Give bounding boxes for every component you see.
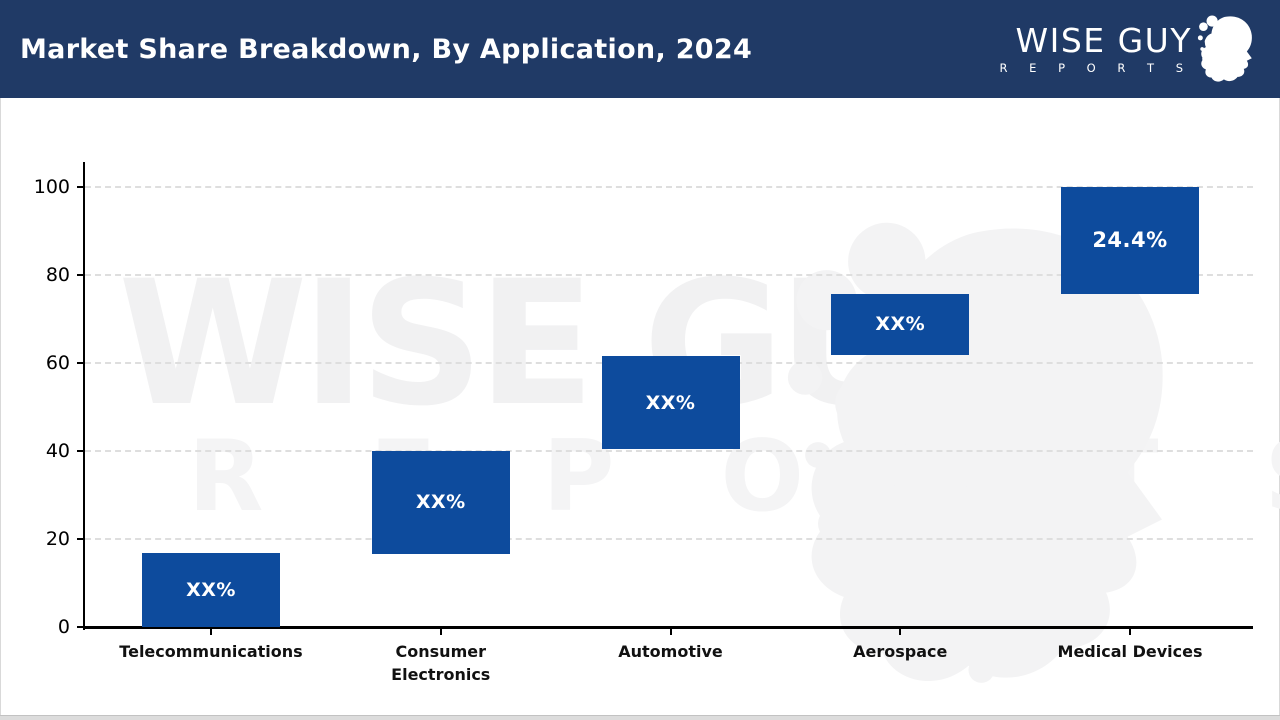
bar-medical-devices: 24.4%: [1061, 187, 1199, 294]
y-tick-80: [77, 274, 85, 276]
y-tick-label-0: 0: [57, 616, 70, 638]
footer-strip: [0, 715, 1280, 720]
brand-logo-text: WISE GUY R E P O R T S: [1000, 24, 1193, 75]
y-tick-label-60: 60: [45, 352, 70, 374]
category-label-4: Medical Devices: [1057, 642, 1203, 661]
x-tick-1: [439, 629, 442, 635]
y-tick-label-40: 40: [45, 440, 70, 462]
gridline-80: [85, 274, 1253, 276]
y-tick-40: [77, 450, 85, 452]
x-tick-2: [669, 629, 672, 635]
page-title: Market Share Breakdown, By Application, …: [20, 33, 753, 65]
brand-logo: WISE GUY R E P O R T S: [1000, 11, 1259, 87]
x-tick-0: [210, 629, 212, 635]
y-tick-0: [77, 626, 85, 628]
category-label-1: Consumer Electronics: [391, 642, 491, 685]
x-tick-3: [899, 629, 902, 635]
y-tick-100: [77, 186, 85, 188]
x-axis-line: [83, 626, 1253, 629]
bar-consumer-electronics: XX%: [371, 451, 510, 554]
bar-automotive: XX%: [601, 355, 740, 450]
header-bar: Market Share Breakdown, By Application, …: [0, 0, 1280, 98]
bar-telecommunications: XX%: [142, 553, 280, 627]
y-axis-line: [83, 162, 85, 630]
bar-value-label: XX%: [186, 579, 236, 602]
y-tick-20: [77, 538, 85, 540]
y-tick-label-80: 80: [45, 264, 70, 286]
bar-value-label: XX%: [415, 491, 466, 514]
bar-value-label: XX%: [645, 391, 696, 414]
y-tick-label-100: 100: [33, 176, 70, 198]
bar-value-label: 24.4%: [1092, 228, 1168, 253]
bar-value-label: XX%: [875, 313, 926, 336]
bar-aerospace: XX%: [831, 293, 970, 356]
brand-face-icon: [1197, 15, 1252, 82]
gridline-40: [85, 450, 1253, 452]
y-tick-label-20: 20: [45, 528, 70, 550]
category-label-2: Automotive: [618, 642, 723, 661]
category-label-3: Aerospace: [853, 642, 948, 661]
gridline-100: [85, 186, 1253, 188]
gridline-20: [85, 538, 1253, 540]
category-label-0: Telecommunications: [119, 642, 303, 661]
brand-logo-name: WISE GUY: [1015, 20, 1192, 60]
x-tick-4: [1129, 629, 1131, 635]
brand-logo-subtitle: R E P O R T S: [999, 60, 1192, 75]
y-tick-60: [77, 362, 85, 364]
